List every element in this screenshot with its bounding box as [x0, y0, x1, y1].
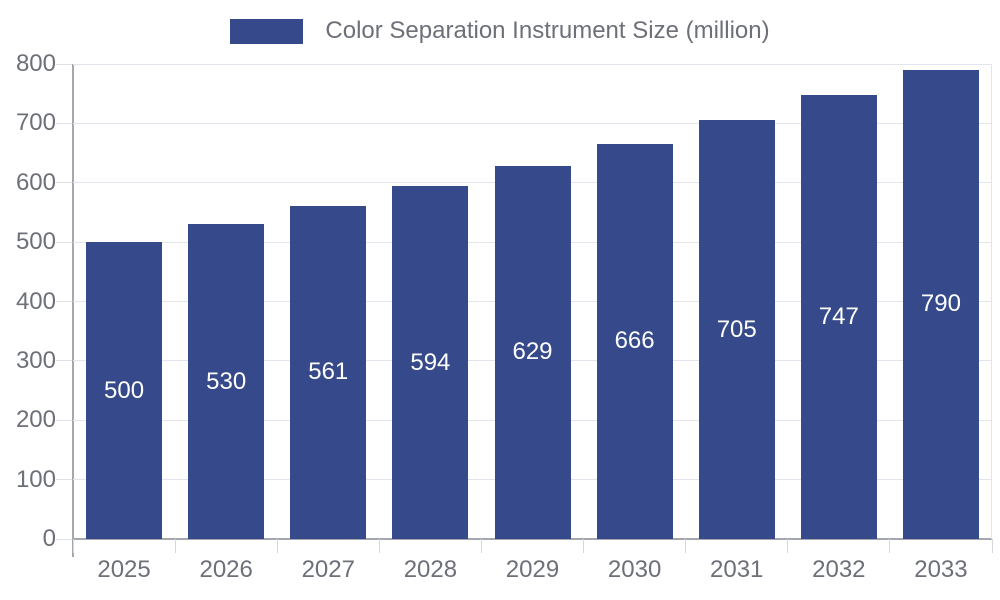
x-axis-tick — [685, 539, 687, 553]
y-axis-tick — [56, 360, 72, 362]
bar-value-label: 530 — [206, 367, 247, 395]
bar-value-label: 500 — [104, 376, 145, 404]
x-axis-tick — [787, 539, 789, 553]
y-axis-tick — [56, 63, 72, 65]
bar-2025[interactable] — [86, 242, 163, 539]
x-axis-label-2030: 2030 — [607, 556, 662, 583]
x-axis-label-2027: 2027 — [301, 556, 355, 583]
bar-value-label: 705 — [716, 315, 757, 343]
x-axis-label-2032: 2032 — [812, 556, 866, 583]
y-axis-label: 100 — [15, 465, 56, 493]
x-axis-tick — [378, 539, 380, 553]
bar-2027[interactable] — [290, 205, 367, 539]
x-axis-label-2026: 2026 — [199, 556, 253, 583]
bar-value-label: 594 — [410, 348, 451, 376]
y-axis-label: 700 — [15, 109, 56, 137]
bar-2031[interactable] — [698, 120, 775, 539]
bar-2032[interactable] — [800, 95, 877, 539]
x-axis-tick — [480, 539, 482, 553]
y-axis-tick — [56, 241, 72, 243]
y-axis-label: 500 — [15, 228, 56, 256]
bar-value-label: 790 — [920, 290, 961, 318]
y-axis-tick — [56, 479, 72, 481]
y-axis-label: 0 — [42, 525, 56, 552]
legend[interactable]: Color Separation Instrument Size (millio… — [0, 17, 1000, 45]
x-axis-tick — [276, 539, 278, 553]
y-axis-tick — [56, 182, 72, 184]
plot-area: 500 530 561 594 629 666 705 747 790 — [56, 63, 993, 557]
y-axis-tick — [56, 122, 72, 124]
x-axis-tick — [583, 539, 585, 553]
y-axis-label: 200 — [15, 406, 56, 434]
gridline — [73, 63, 992, 65]
bar-2029[interactable] — [494, 165, 571, 539]
bar-2033[interactable] — [902, 69, 979, 539]
y-axis-tick — [56, 301, 72, 302]
x-axis-tick — [991, 539, 993, 553]
x-axis-label-2025: 2025 — [97, 556, 151, 583]
y-axis-line — [72, 64, 74, 557]
x-axis-tick — [889, 539, 891, 553]
legend-swatch[interactable] — [230, 18, 304, 44]
x-axis-tick — [72, 539, 74, 553]
bar-2030[interactable] — [596, 143, 673, 539]
y-axis-label: 300 — [15, 346, 56, 374]
y-axis-label: 800 — [15, 50, 56, 77]
y-axis-tick — [56, 538, 72, 540]
x-axis-line — [73, 538, 992, 540]
x-axis-label-2031: 2031 — [710, 556, 764, 583]
bar-value-label: 561 — [308, 358, 349, 386]
gridline — [73, 122, 992, 124]
y-axis-tick — [56, 419, 72, 421]
bar-value-label: 666 — [614, 327, 655, 355]
y-axis-label: 400 — [15, 287, 56, 315]
y-axis-label: 600 — [15, 168, 56, 196]
legend-label[interactable]: Color Separation Instrument Size (millio… — [325, 17, 770, 44]
x-axis-label-2033: 2033 — [914, 556, 968, 583]
x-axis-tick — [174, 539, 176, 553]
bar-2026[interactable] — [188, 224, 265, 539]
bar-value-label: 629 — [512, 338, 553, 366]
bar-2028[interactable] — [392, 186, 469, 539]
x-axis-label-2028: 2028 — [403, 556, 458, 583]
x-axis-label-2029: 2029 — [505, 556, 560, 583]
bar-value-label: 747 — [818, 303, 859, 331]
